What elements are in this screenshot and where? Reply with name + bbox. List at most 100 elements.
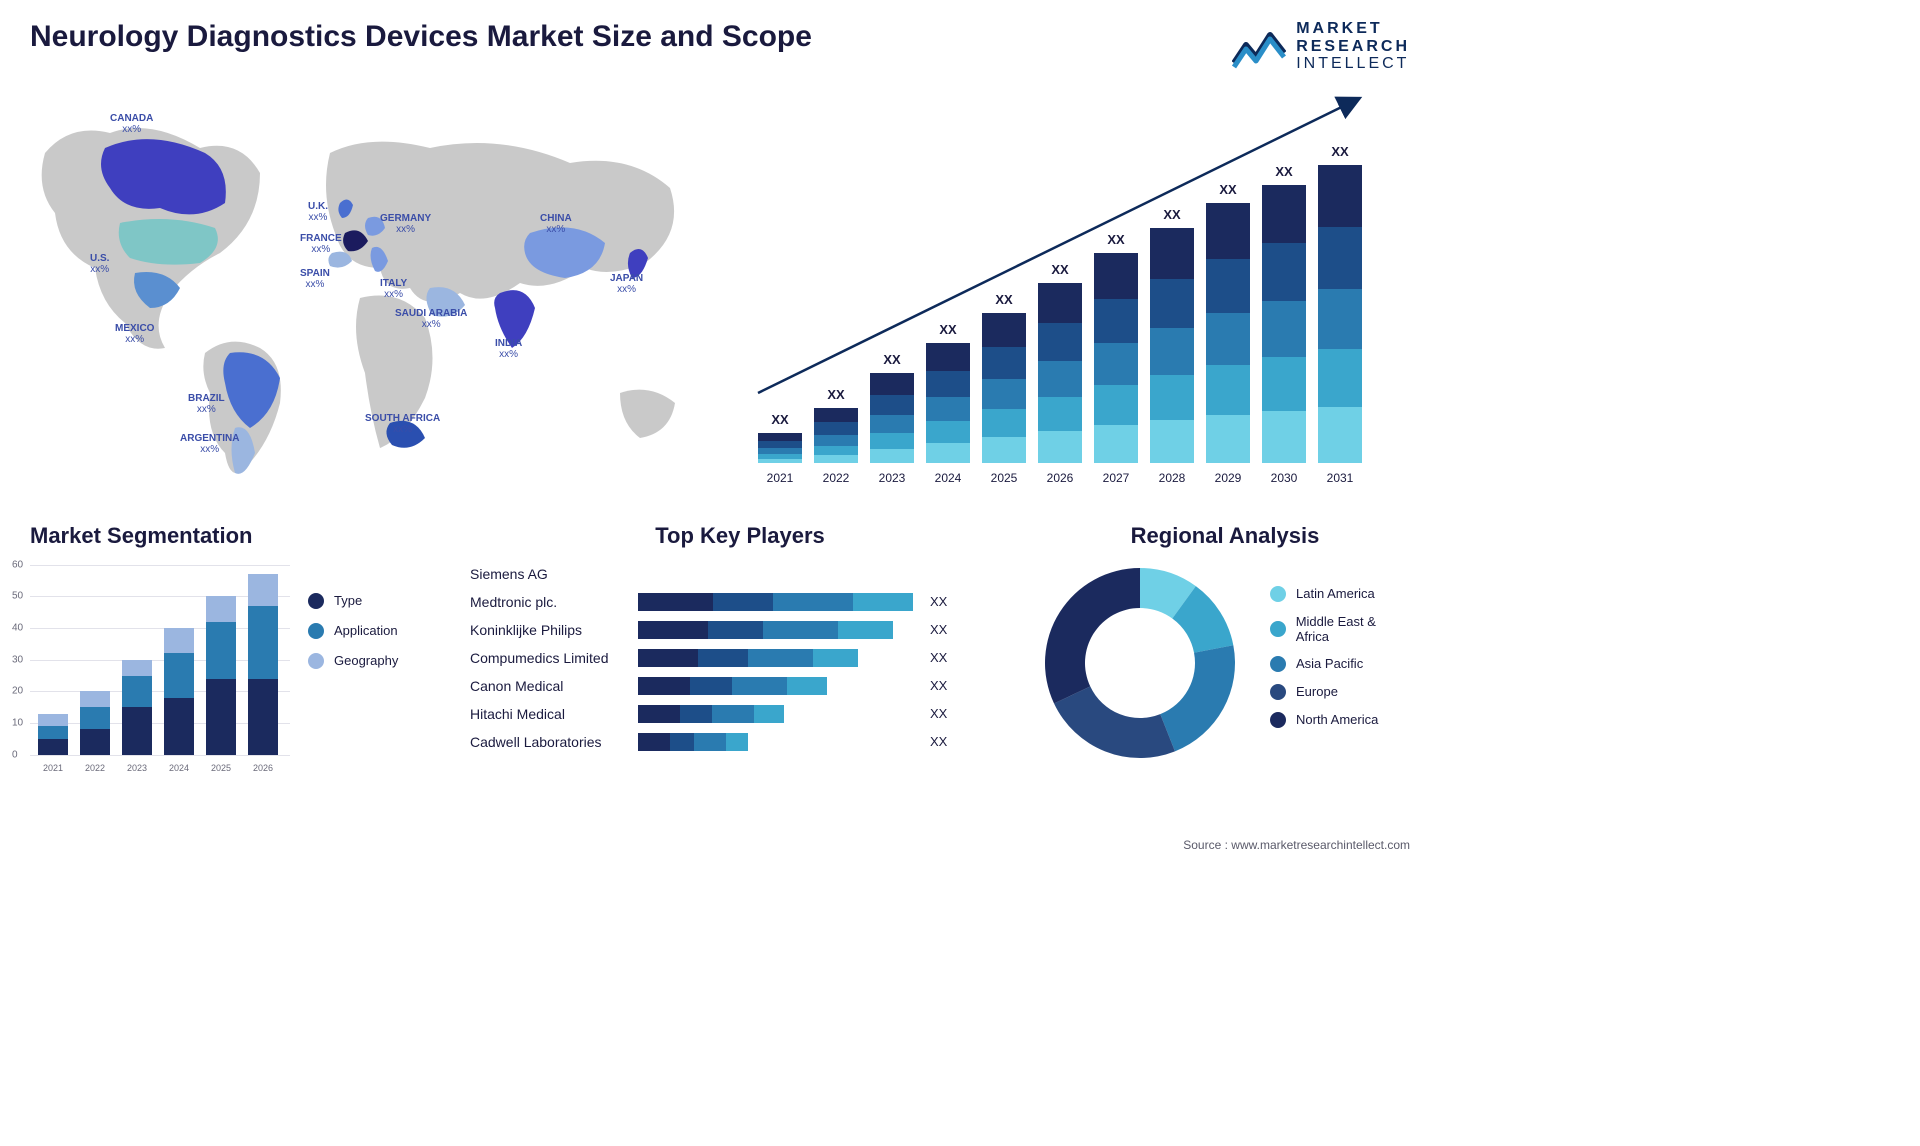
growth-xlabel: 2031 [1314, 471, 1366, 485]
player-value: XX [930, 706, 947, 721]
map-label-brazil: BRAZILxx% [188, 393, 225, 415]
player-bar [638, 649, 918, 667]
player-name: Hitachi Medical [470, 706, 638, 722]
seg-xlabel: 2022 [78, 763, 112, 773]
source-attribution: Source : www.marketresearchintellect.com [1183, 838, 1410, 852]
map-country-u-s- [119, 219, 218, 265]
growth-toplabel: XX [978, 292, 1030, 307]
seg-ytick: 50 [12, 591, 23, 602]
seg-bar-2022 [80, 691, 110, 754]
logo-line3: INTELLECT [1296, 55, 1410, 73]
donut-slice-north-america [1045, 568, 1140, 703]
player-name: Compumedics Limited [470, 650, 638, 666]
region-legend-item: Europe [1270, 684, 1410, 700]
growth-bar-chart: 2021202220232024202520262027202820292030… [740, 93, 1410, 493]
seg-xlabel: 2024 [162, 763, 196, 773]
seg-legend-item: Type [308, 593, 398, 609]
seg-xlabel: 2026 [246, 763, 280, 773]
growth-xlabel: 2023 [866, 471, 918, 485]
donut-slice-asia-pacific [1160, 645, 1235, 751]
growth-bar-2028 [1150, 228, 1194, 463]
growth-xlabel: 2029 [1202, 471, 1254, 485]
player-row: Siemens AG [470, 563, 1010, 585]
growth-xlabel: 2027 [1090, 471, 1142, 485]
page-title: Neurology Diagnostics Devices Market Siz… [30, 20, 812, 54]
region-legend-item: Asia Pacific [1270, 656, 1410, 672]
seg-xlabel: 2025 [204, 763, 238, 773]
player-value: XX [930, 678, 947, 693]
growth-toplabel: XX [866, 352, 918, 367]
player-bar [638, 565, 918, 583]
map-label-canada: CANADAxx% [110, 113, 153, 135]
player-value: XX [930, 622, 947, 637]
growth-xlabel: 2030 [1258, 471, 1310, 485]
map-label-u-s-: U.S.xx% [90, 253, 109, 275]
player-name: Canon Medical [470, 678, 638, 694]
seg-ytick: 40 [12, 623, 23, 634]
growth-xlabel: 2022 [810, 471, 862, 485]
player-row: Compumedics Limited XX [470, 647, 1010, 669]
map-label-spain: SPAINxx% [300, 268, 330, 290]
map-label-u-k-: U.K.xx% [308, 201, 328, 223]
players-title: Top Key Players [470, 523, 1010, 549]
region-legend-item: Middle East & Africa [1270, 614, 1410, 644]
logo-line2: RESEARCH [1296, 38, 1410, 56]
brand-logo: MARKET RESEARCH INTELLECT [1232, 20, 1410, 73]
player-row: Cadwell Laboratories XX [470, 731, 1010, 753]
player-name: Cadwell Laboratories [470, 734, 638, 750]
player-value: XX [930, 734, 947, 749]
seg-bar-2025 [206, 596, 236, 754]
region-legend-item: Latin America [1270, 586, 1410, 602]
growth-xlabel: 2025 [978, 471, 1030, 485]
growth-toplabel: XX [810, 387, 862, 402]
seg-xlabel: 2021 [36, 763, 70, 773]
regional-donut [1040, 563, 1240, 763]
segmentation-title: Market Segmentation [30, 523, 440, 549]
growth-bar-2026 [1038, 283, 1082, 463]
player-value: XX [930, 594, 947, 609]
segmentation-panel: Market Segmentation 01020304050602021202… [30, 523, 440, 773]
player-bar [638, 733, 918, 751]
growth-toplabel: XX [1146, 207, 1198, 222]
growth-toplabel: XX [1314, 144, 1366, 159]
growth-xlabel: 2021 [754, 471, 806, 485]
growth-xlabel: 2026 [1034, 471, 1086, 485]
map-label-germany: GERMANYxx% [380, 213, 431, 235]
region-legend-item: North America [1270, 712, 1410, 728]
growth-toplabel: XX [1034, 262, 1086, 277]
map-label-france: FRANCExx% [300, 233, 342, 255]
map-label-argentina: ARGENTINAxx% [180, 433, 239, 455]
seg-ytick: 10 [12, 718, 23, 729]
player-name: Koninklijke Philips [470, 622, 638, 638]
player-name: Siemens AG [470, 566, 638, 582]
growth-bar-2023 [870, 373, 914, 463]
growth-bar-2025 [982, 313, 1026, 463]
segmentation-chart: 0102030405060202120222023202420252026 [30, 563, 290, 773]
player-bar [638, 593, 918, 611]
map-label-south-africa: SOUTH AFRICAxx% [365, 413, 440, 435]
growth-bar-2022 [814, 408, 858, 463]
world-map: CANADAxx%U.S.xx%MEXICOxx%BRAZILxx%ARGENT… [30, 93, 710, 493]
regional-title: Regional Analysis [1040, 523, 1410, 549]
players-panel: Top Key Players Siemens AG Medtronic plc.… [470, 523, 1010, 773]
seg-xlabel: 2023 [120, 763, 154, 773]
seg-legend-item: Application [308, 623, 398, 639]
segmentation-legend: TypeApplicationGeography [308, 593, 398, 773]
growth-bar-2031 [1318, 165, 1362, 463]
player-row: Canon Medical XX [470, 675, 1010, 697]
map-label-india: INDIAxx% [495, 338, 522, 360]
seg-bar-2021 [38, 714, 68, 755]
seg-ytick: 60 [12, 559, 23, 570]
player-bar [638, 705, 918, 723]
seg-ytick: 20 [12, 686, 23, 697]
seg-bar-2024 [164, 628, 194, 755]
regional-legend: Latin America Middle East & Africa Asia Pa… [1270, 586, 1410, 740]
growth-toplabel: XX [1202, 182, 1254, 197]
seg-bar-2026 [248, 574, 278, 754]
player-value: XX [930, 650, 947, 665]
growth-toplabel: XX [922, 322, 974, 337]
logo-line1: MARKET [1296, 20, 1410, 38]
growth-bar-2024 [926, 343, 970, 463]
regional-panel: Regional Analysis Latin America Middle Ea… [1040, 523, 1410, 773]
player-row: Medtronic plc.XX [470, 591, 1010, 613]
